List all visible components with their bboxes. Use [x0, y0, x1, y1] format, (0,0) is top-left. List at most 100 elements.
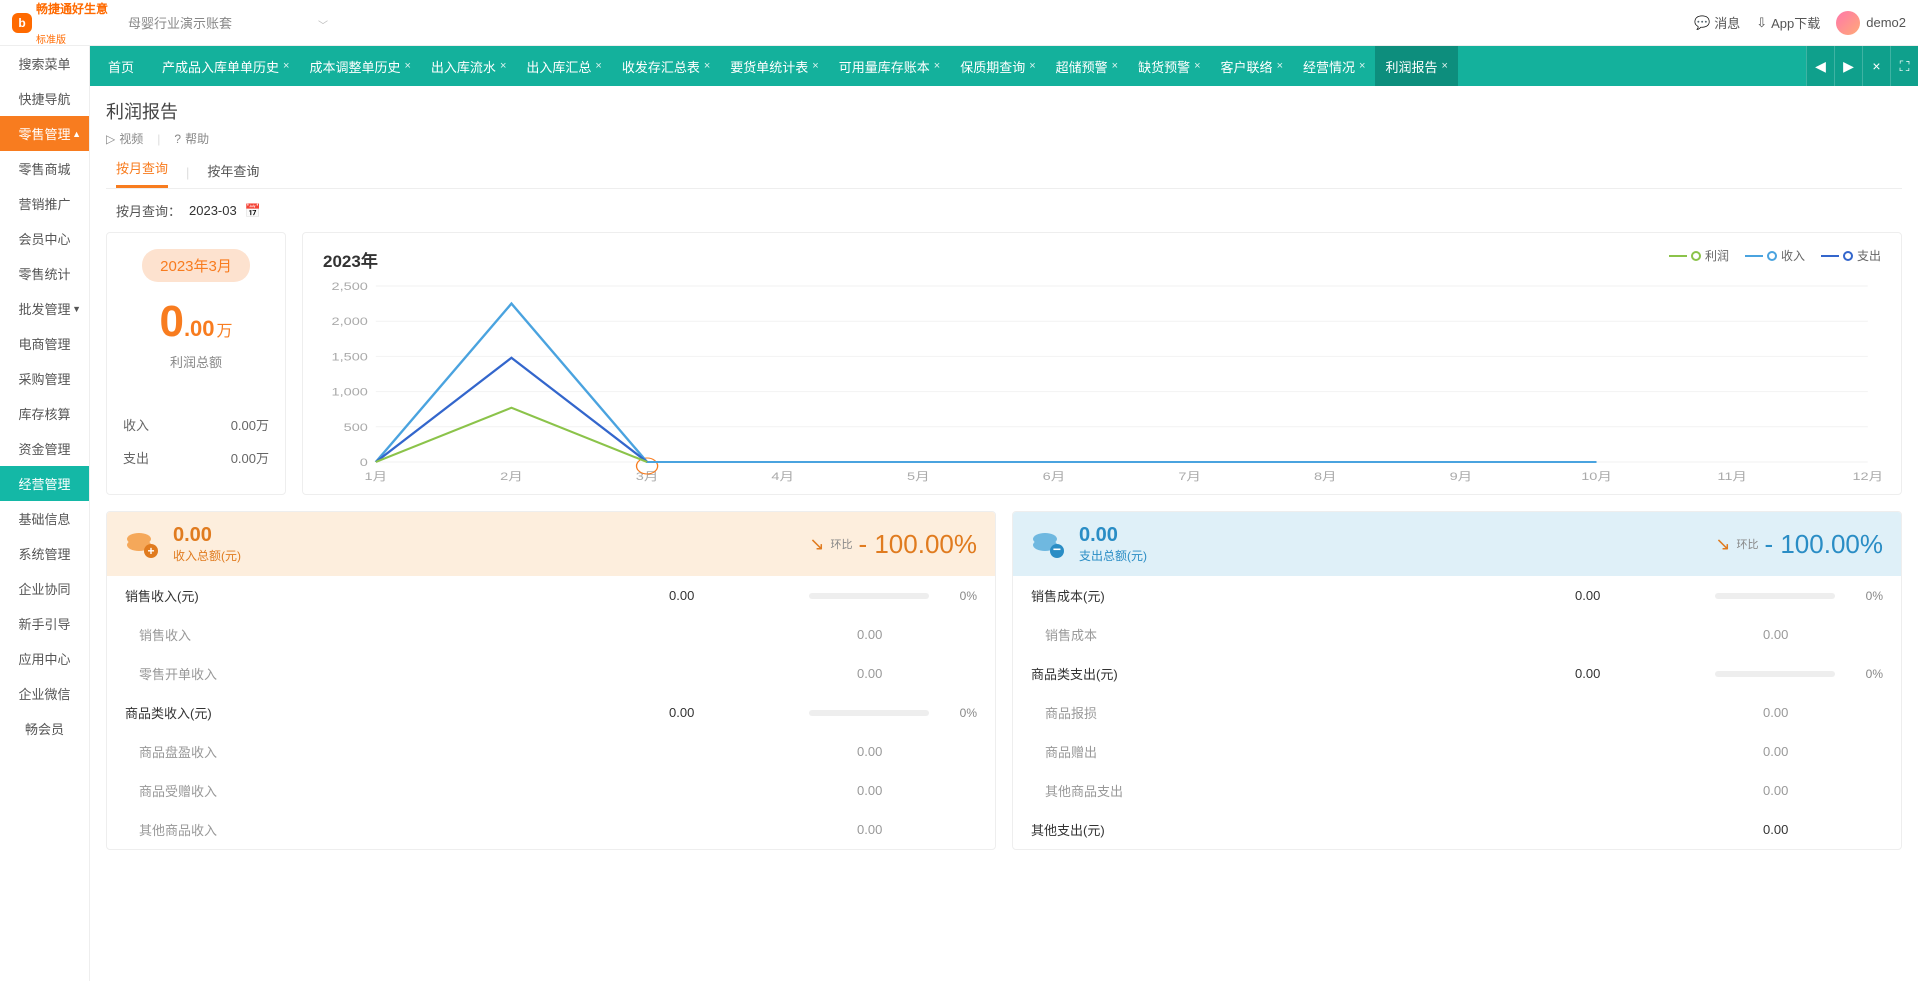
coins-minus-icon: − [1031, 527, 1065, 561]
sidebar-item-3[interactable]: 零售商城 [0, 151, 89, 186]
tab-1[interactable]: 产成品入库单单历史× [152, 46, 299, 86]
sidebar-item-16[interactable]: 新手引导 [0, 606, 89, 641]
subtab-0[interactable]: 按月查询 [116, 158, 168, 188]
svg-text:1,500: 1,500 [332, 350, 368, 363]
panel-row: 商品盘盈收入0.00 [107, 732, 995, 771]
tab-6[interactable]: 要货单统计表× [720, 46, 828, 86]
svg-text:2月: 2月 [500, 470, 523, 483]
filter-date[interactable]: 2023-03 [189, 203, 237, 218]
svg-text:500: 500 [344, 421, 368, 434]
sidebar-item-4[interactable]: 营销推广 [0, 186, 89, 221]
progress-bar [1715, 593, 1835, 599]
close-icon[interactable]: × [704, 60, 710, 72]
filter-label: 按月查询： [116, 201, 181, 220]
sidebar-item-0[interactable]: 搜索菜单 [0, 46, 89, 81]
close-icon[interactable]: × [595, 60, 601, 72]
account-selector[interactable]: 母婴行业演示账套 ﹀ [128, 13, 328, 32]
svg-text:−: − [1053, 541, 1061, 557]
tabbar-btn-2[interactable]: × [1862, 46, 1890, 86]
panel-blue: −0.00支出总额(元)↘环比- 100.00%销售成本(元)0.000%销售成… [1012, 511, 1902, 850]
panel-row: 销售收入(元)0.000% [107, 576, 995, 615]
close-icon[interactable]: × [283, 60, 289, 72]
close-icon[interactable]: × [934, 60, 940, 72]
close-icon[interactable]: × [404, 60, 410, 72]
panel-value: 0.00 [1079, 524, 1147, 547]
close-icon[interactable]: × [1441, 60, 1447, 72]
svg-text:10月: 10月 [1581, 470, 1612, 483]
username: demo2 [1866, 15, 1906, 30]
sidebar-item-11[interactable]: 资金管理 [0, 431, 89, 466]
tabs-bar: 首页产成品入库单单历史×成本调整单历史×出入库流水×出入库汇总×收发存汇总表×要… [90, 46, 1918, 86]
logo-text: 畅捷通好生意 [36, 0, 108, 17]
avatar [1836, 11, 1860, 35]
sidebar-item-15[interactable]: 企业协同 [0, 571, 89, 606]
help-link[interactable]: ?帮助 [174, 130, 209, 147]
period-pill: 2023年3月 [142, 249, 250, 282]
tab-11[interactable]: 客户联络× [1211, 46, 1293, 86]
sidebar-item-14[interactable]: 系统管理 [0, 536, 89, 571]
tab-5[interactable]: 收发存汇总表× [612, 46, 720, 86]
panel-row: 商品受赠收入0.00 [107, 771, 995, 810]
sidebar-item-19[interactable]: 畅会员 [0, 711, 89, 746]
close-icon[interactable]: × [1194, 60, 1200, 72]
messages-button[interactable]: 💬 消息 [1694, 13, 1740, 32]
panel-label: 收入总额(元) [173, 547, 241, 564]
tab-9[interactable]: 超储预警× [1046, 46, 1128, 86]
calendar-icon[interactable]: 📅 [245, 203, 261, 219]
sidebar-item-12[interactable]: 经营管理 [0, 466, 89, 501]
close-icon[interactable]: × [1029, 60, 1035, 72]
panel-row: 商品赠出0.00 [1013, 732, 1901, 771]
tab-10[interactable]: 缺货预警× [1128, 46, 1210, 86]
sidebar-item-6[interactable]: 零售统计 [0, 256, 89, 291]
tab-13[interactable]: 利润报告× [1375, 46, 1457, 86]
close-icon[interactable]: × [1112, 60, 1118, 72]
tabbar-btn-0[interactable]: ◀ [1806, 46, 1834, 86]
close-icon[interactable]: × [1359, 60, 1365, 72]
svg-text:1,000: 1,000 [332, 385, 368, 398]
profit-total-label: 利润总额 [170, 352, 222, 371]
tab-4[interactable]: 出入库汇总× [516, 46, 611, 86]
user-menu[interactable]: demo2 [1836, 11, 1906, 35]
panel-row: 零售开单收入0.00 [107, 654, 995, 693]
sidebar-item-2[interactable]: 零售管理▲ [0, 116, 89, 151]
sidebar-item-9[interactable]: 采购管理 [0, 361, 89, 396]
svg-text:2,000: 2,000 [332, 315, 368, 328]
summary-card: 2023年3月 0.00万 利润总额 收入0.00万支出0.00万 [106, 232, 286, 495]
panel-row: 销售成本0.00 [1013, 615, 1901, 654]
sidebar-item-7[interactable]: 批发管理▼ [0, 291, 89, 326]
tabbar-btn-3[interactable]: ⛶ [1890, 46, 1918, 86]
tab-8[interactable]: 保质期查询× [950, 46, 1045, 86]
panel-head: −0.00支出总额(元)↘环比- 100.00% [1013, 512, 1901, 576]
tab-7[interactable]: 可用量库存账本× [829, 46, 950, 86]
sidebar-item-1[interactable]: 快捷导航 [0, 81, 89, 116]
panel-label: 支出总额(元) [1079, 547, 1147, 564]
sidebar-item-5[interactable]: 会员中心 [0, 221, 89, 256]
tabbar-btn-1[interactable]: ▶ [1834, 46, 1862, 86]
svg-text:1月: 1月 [365, 470, 388, 483]
tab-0[interactable]: 首页 [90, 46, 152, 86]
sidebar-item-17[interactable]: 应用中心 [0, 641, 89, 676]
panel-row: 销售成本(元)0.000% [1013, 576, 1901, 615]
panel-value: 0.00 [173, 524, 241, 547]
subtab-1[interactable]: 按年查询 [207, 161, 259, 188]
page-help-links: ▷视频 | ?帮助 [106, 130, 1902, 147]
tab-3[interactable]: 出入库流水× [421, 46, 516, 86]
tab-12[interactable]: 经营情况× [1293, 46, 1375, 86]
svg-text:0: 0 [360, 456, 368, 469]
app-download-button[interactable]: ⇩ App下载 [1756, 13, 1820, 32]
close-icon[interactable]: × [1277, 60, 1283, 72]
sidebar-item-8[interactable]: 电商管理 [0, 326, 89, 361]
svg-text:+: + [147, 544, 154, 558]
video-link[interactable]: ▷视频 [106, 130, 143, 147]
svg-text:6月: 6月 [1043, 470, 1066, 483]
close-icon[interactable]: × [812, 60, 818, 72]
sidebar-item-18[interactable]: 企业微信 [0, 676, 89, 711]
sidebar-item-10[interactable]: 库存核算 [0, 396, 89, 431]
panel-row: 商品报损0.00 [1013, 693, 1901, 732]
sidebar-item-13[interactable]: 基础信息 [0, 501, 89, 536]
chart-title: 2023年 [323, 247, 1881, 272]
play-icon: ▷ [106, 132, 115, 146]
close-icon[interactable]: × [500, 60, 506, 72]
filter-row: 按月查询： 2023-03 📅 [106, 189, 1902, 232]
tab-2[interactable]: 成本调整单历史× [299, 46, 420, 86]
